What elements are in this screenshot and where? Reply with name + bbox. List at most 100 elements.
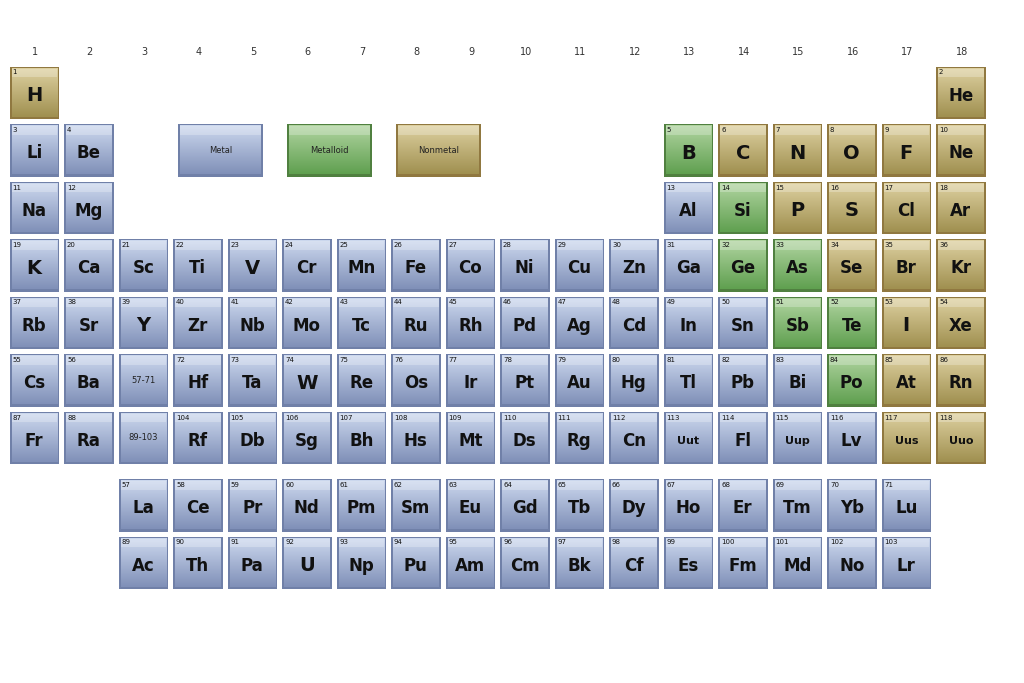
Text: 11: 11 bbox=[12, 184, 22, 191]
Bar bbox=[339, 356, 384, 365]
Bar bbox=[63, 354, 114, 406]
Text: Na: Na bbox=[22, 201, 47, 220]
Text: 113: 113 bbox=[667, 415, 680, 421]
Text: 88: 88 bbox=[67, 415, 76, 421]
Bar bbox=[774, 356, 820, 365]
Bar bbox=[175, 298, 220, 307]
Text: C: C bbox=[735, 143, 750, 163]
Bar bbox=[63, 182, 114, 234]
Text: 66: 66 bbox=[612, 482, 621, 488]
Text: He: He bbox=[948, 87, 974, 104]
Bar bbox=[284, 298, 330, 307]
Bar bbox=[391, 354, 440, 406]
Bar bbox=[393, 538, 438, 547]
Text: 38: 38 bbox=[67, 300, 76, 305]
Text: Cn: Cn bbox=[622, 432, 646, 449]
Bar bbox=[774, 298, 820, 307]
Text: 117: 117 bbox=[885, 415, 898, 421]
Bar bbox=[664, 239, 713, 292]
Bar bbox=[555, 479, 604, 531]
Bar bbox=[827, 239, 877, 292]
Bar bbox=[720, 356, 766, 365]
Bar bbox=[772, 479, 822, 531]
Text: 111: 111 bbox=[557, 415, 571, 421]
Text: 57: 57 bbox=[122, 482, 130, 488]
Text: Po: Po bbox=[840, 374, 863, 392]
Text: 1: 1 bbox=[32, 47, 38, 57]
Bar bbox=[119, 479, 168, 531]
Bar bbox=[718, 124, 768, 176]
Text: Er: Er bbox=[733, 499, 753, 517]
Text: Sc: Sc bbox=[132, 260, 155, 277]
Text: Bh: Bh bbox=[349, 432, 374, 449]
Text: 1: 1 bbox=[12, 70, 17, 76]
Text: No: No bbox=[839, 557, 864, 575]
Text: 27: 27 bbox=[449, 242, 458, 248]
Bar bbox=[282, 354, 332, 406]
Text: 94: 94 bbox=[394, 540, 402, 546]
Text: 42: 42 bbox=[285, 300, 294, 305]
Bar bbox=[556, 298, 602, 307]
Bar bbox=[664, 124, 713, 176]
Bar bbox=[718, 479, 768, 531]
Bar bbox=[445, 479, 495, 531]
Bar bbox=[63, 239, 114, 292]
Bar bbox=[227, 479, 278, 531]
Bar bbox=[391, 411, 440, 464]
Text: 68: 68 bbox=[721, 482, 730, 488]
Bar bbox=[772, 354, 822, 406]
Bar bbox=[173, 411, 222, 464]
Text: 115: 115 bbox=[775, 415, 788, 421]
Bar bbox=[936, 411, 985, 464]
Bar bbox=[882, 182, 931, 234]
Text: 89-103: 89-103 bbox=[128, 433, 158, 443]
Text: Md: Md bbox=[783, 557, 811, 575]
Text: Tl: Tl bbox=[680, 374, 696, 392]
Text: 104: 104 bbox=[176, 415, 189, 421]
Bar bbox=[718, 182, 768, 234]
Bar bbox=[718, 411, 768, 464]
Text: 19: 19 bbox=[12, 242, 22, 248]
Text: As: As bbox=[785, 260, 809, 277]
Bar bbox=[609, 296, 658, 349]
Text: La: La bbox=[132, 499, 155, 517]
Bar bbox=[884, 538, 929, 547]
Bar bbox=[555, 354, 604, 406]
Text: Li: Li bbox=[27, 144, 42, 163]
Bar bbox=[502, 538, 548, 547]
Bar bbox=[290, 126, 370, 135]
Bar bbox=[66, 184, 112, 192]
Text: Tm: Tm bbox=[783, 499, 812, 517]
Text: Si: Si bbox=[734, 201, 752, 220]
Text: Mt: Mt bbox=[458, 432, 482, 449]
Text: O: O bbox=[844, 143, 860, 163]
Bar bbox=[611, 298, 656, 307]
Text: 96: 96 bbox=[503, 540, 512, 546]
Bar bbox=[772, 239, 822, 292]
Bar bbox=[827, 354, 877, 406]
Text: Uup: Uup bbox=[784, 436, 810, 446]
Bar bbox=[121, 298, 166, 307]
Text: 14: 14 bbox=[737, 47, 750, 57]
Bar bbox=[121, 356, 166, 365]
Bar bbox=[175, 481, 220, 490]
Bar bbox=[391, 479, 440, 531]
Bar bbox=[173, 239, 222, 292]
Text: 112: 112 bbox=[612, 415, 626, 421]
Bar bbox=[882, 537, 931, 589]
Text: Bk: Bk bbox=[567, 557, 591, 575]
Text: Fe: Fe bbox=[404, 260, 427, 277]
Text: Fr: Fr bbox=[25, 432, 44, 449]
Bar bbox=[882, 354, 931, 406]
Bar bbox=[718, 537, 768, 589]
Bar bbox=[938, 126, 983, 135]
Text: Yb: Yb bbox=[840, 499, 864, 517]
Bar bbox=[666, 481, 711, 490]
Text: Cs: Cs bbox=[24, 374, 45, 392]
Bar bbox=[9, 66, 59, 119]
Bar bbox=[282, 239, 332, 292]
Text: 65: 65 bbox=[557, 482, 566, 488]
Text: Al: Al bbox=[679, 201, 697, 220]
Text: 106: 106 bbox=[285, 415, 299, 421]
Text: W: W bbox=[296, 374, 317, 393]
